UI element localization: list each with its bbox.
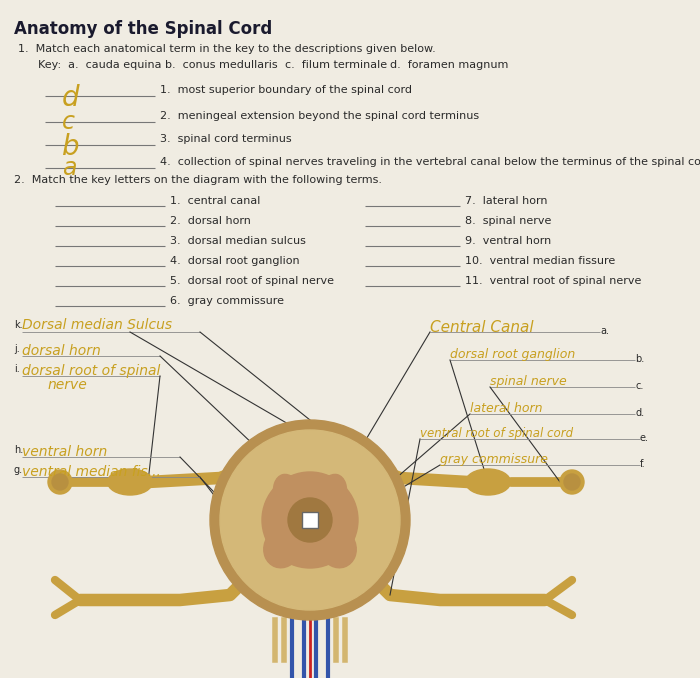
Text: 8.  spinal nerve: 8. spinal nerve (465, 216, 552, 226)
Text: 11.  ventral root of spinal nerve: 11. ventral root of spinal nerve (465, 276, 641, 286)
Text: g.: g. (14, 465, 23, 475)
Text: k.: k. (14, 320, 22, 330)
Text: 2.  meningeal extension beyond the spinal cord terminus: 2. meningeal extension beyond the spinal… (160, 111, 479, 121)
Text: 9.  ventral horn: 9. ventral horn (465, 236, 552, 246)
Text: lateral horn: lateral horn (470, 402, 542, 415)
Text: nerve: nerve (48, 378, 88, 392)
Text: 1.  central canal: 1. central canal (170, 196, 260, 206)
Text: dorsal root of spinal: dorsal root of spinal (22, 364, 160, 378)
Text: 4.  dorsal root ganglion: 4. dorsal root ganglion (170, 256, 300, 266)
Text: 6.  gray commissure: 6. gray commissure (170, 296, 284, 306)
Text: j.: j. (14, 344, 20, 354)
Text: 3.  spinal cord terminus: 3. spinal cord terminus (160, 134, 292, 144)
Text: gray commissure: gray commissure (440, 453, 548, 466)
Text: d.  foramen magnum: d. foramen magnum (390, 60, 508, 70)
Circle shape (564, 474, 580, 490)
Text: i.: i. (14, 364, 20, 374)
Text: c.: c. (635, 381, 643, 391)
Text: 1.  most superior boundary of the spinal cord: 1. most superior boundary of the spinal … (160, 85, 412, 95)
Text: 7.  lateral horn: 7. lateral horn (465, 196, 547, 206)
Text: Dorsal median Sulcus: Dorsal median Sulcus (22, 318, 172, 332)
Text: 2.  dorsal horn: 2. dorsal horn (170, 216, 251, 226)
Circle shape (48, 470, 72, 494)
Text: d: d (62, 84, 80, 112)
Text: ventral root of spinal cord: ventral root of spinal cord (420, 427, 573, 440)
Text: dorsal root ganglion: dorsal root ganglion (450, 348, 575, 361)
Ellipse shape (264, 528, 300, 567)
Text: 5.  dorsal root of spinal nerve: 5. dorsal root of spinal nerve (170, 276, 334, 286)
Text: Anatomy of the Spinal Cord: Anatomy of the Spinal Cord (14, 20, 272, 38)
Text: b.: b. (635, 354, 644, 364)
Text: spinal nerve: spinal nerve (490, 375, 567, 388)
Text: Key:  a.  cauda equina: Key: a. cauda equina (38, 60, 162, 70)
Circle shape (560, 470, 584, 494)
Circle shape (210, 420, 410, 620)
Text: ventral horn: ventral horn (22, 445, 107, 459)
Text: a.: a. (600, 326, 609, 336)
Text: e.: e. (640, 433, 649, 443)
Circle shape (288, 498, 332, 542)
Text: d.: d. (635, 408, 644, 418)
Text: ventral median fis...: ventral median fis... (22, 465, 161, 479)
Text: 2.  Match the key letters on the diagram with the following terms.: 2. Match the key letters on the diagram … (14, 175, 382, 185)
Text: a: a (62, 156, 76, 180)
Text: f.: f. (640, 459, 645, 469)
FancyBboxPatch shape (302, 512, 318, 528)
Text: 4.  collection of spinal nerves traveling in the vertebral canal below the termi: 4. collection of spinal nerves traveling… (160, 157, 700, 167)
Text: 10.  ventral median fissure: 10. ventral median fissure (465, 256, 615, 266)
Ellipse shape (466, 469, 510, 495)
Text: dorsal horn: dorsal horn (22, 344, 101, 358)
Text: 3.  dorsal median sulcus: 3. dorsal median sulcus (170, 236, 306, 246)
Ellipse shape (274, 475, 302, 515)
Text: c.  filum terminale: c. filum terminale (285, 60, 387, 70)
Text: h.: h. (14, 445, 23, 455)
Ellipse shape (320, 528, 356, 567)
Text: b.  conus medullaris: b. conus medullaris (165, 60, 278, 70)
Text: b: b (62, 133, 80, 161)
Ellipse shape (108, 469, 153, 495)
Text: Central Canal: Central Canal (430, 320, 533, 335)
Circle shape (262, 472, 358, 568)
Circle shape (52, 474, 68, 490)
Ellipse shape (317, 475, 346, 515)
Text: 1.  Match each anatomical term in the key to the descriptions given below.: 1. Match each anatomical term in the key… (18, 44, 435, 54)
Text: c: c (62, 110, 75, 134)
Circle shape (220, 430, 400, 610)
